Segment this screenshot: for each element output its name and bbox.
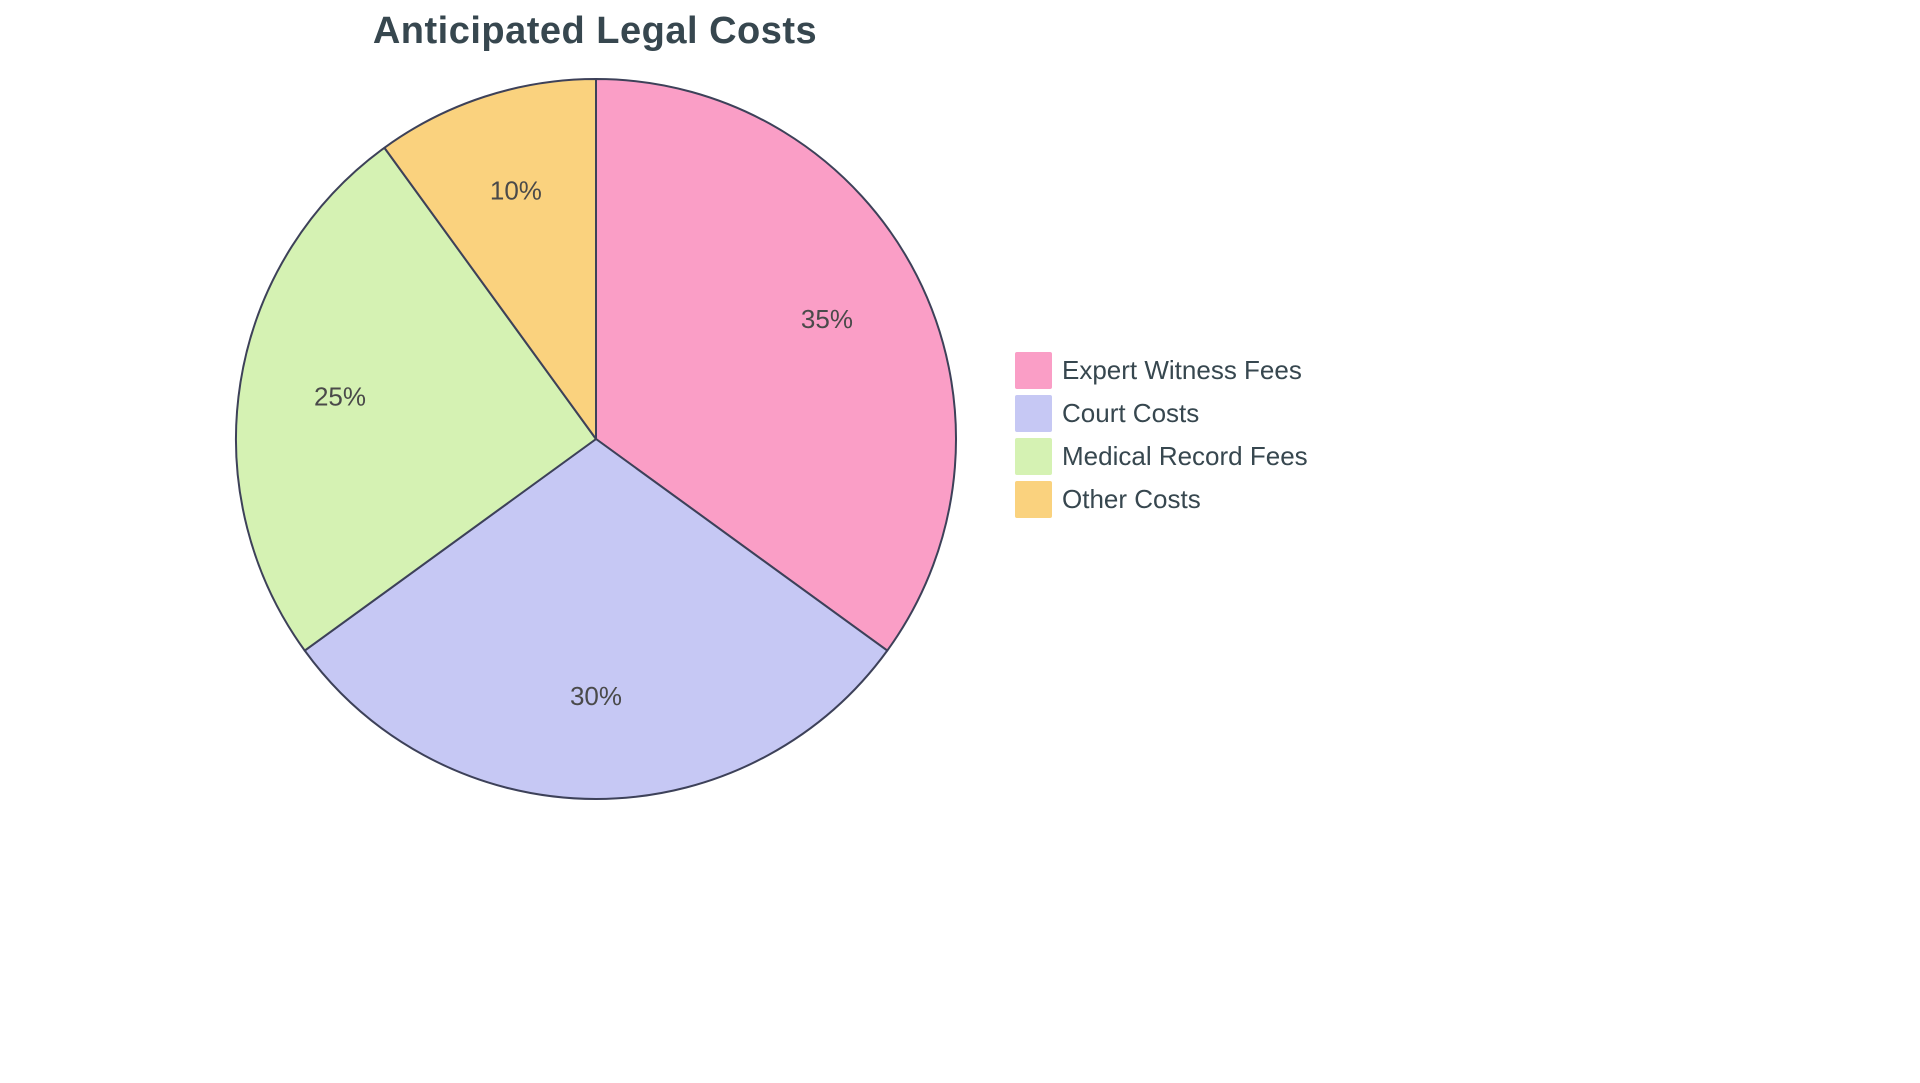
pie-chart: 35% 30% 25% 10%: [235, 78, 957, 800]
legend-label: Other Costs: [1062, 484, 1201, 514]
legend-swatch: [1015, 438, 1052, 475]
chart-legend: Expert Witness Fees Court Costs Medical Re…: [1015, 352, 1308, 518]
pie-slice-medical-record-fees: [235, 146, 597, 652]
legend-swatch: [1015, 352, 1052, 389]
legend-swatch: [1015, 481, 1052, 518]
legend-swatch: [1015, 395, 1052, 432]
legend-label: Medical Record Fees: [1062, 441, 1308, 471]
pie-slice-court-costs: [303, 438, 889, 800]
pie-slice-expert-witness-fees: [595, 78, 957, 652]
slice-value-label: 30%: [570, 681, 622, 711]
slice-value-label: 10%: [490, 175, 542, 205]
legend-item: Medical Record Fees: [1015, 438, 1308, 475]
legend-label: Expert Witness Fees: [1062, 355, 1302, 385]
legend-item: Court Costs: [1015, 395, 1308, 432]
chart-title: Anticipated Legal Costs: [372, 10, 818, 52]
legend-label: Court Costs: [1062, 398, 1200, 428]
slice-value-label: 35%: [801, 304, 853, 334]
legend-item: Expert Witness Fees: [1015, 352, 1308, 389]
legend-item: Other Costs: [1015, 481, 1308, 518]
pie-slice-other-costs: [383, 78, 597, 440]
slice-value-label: 25%: [314, 381, 366, 411]
